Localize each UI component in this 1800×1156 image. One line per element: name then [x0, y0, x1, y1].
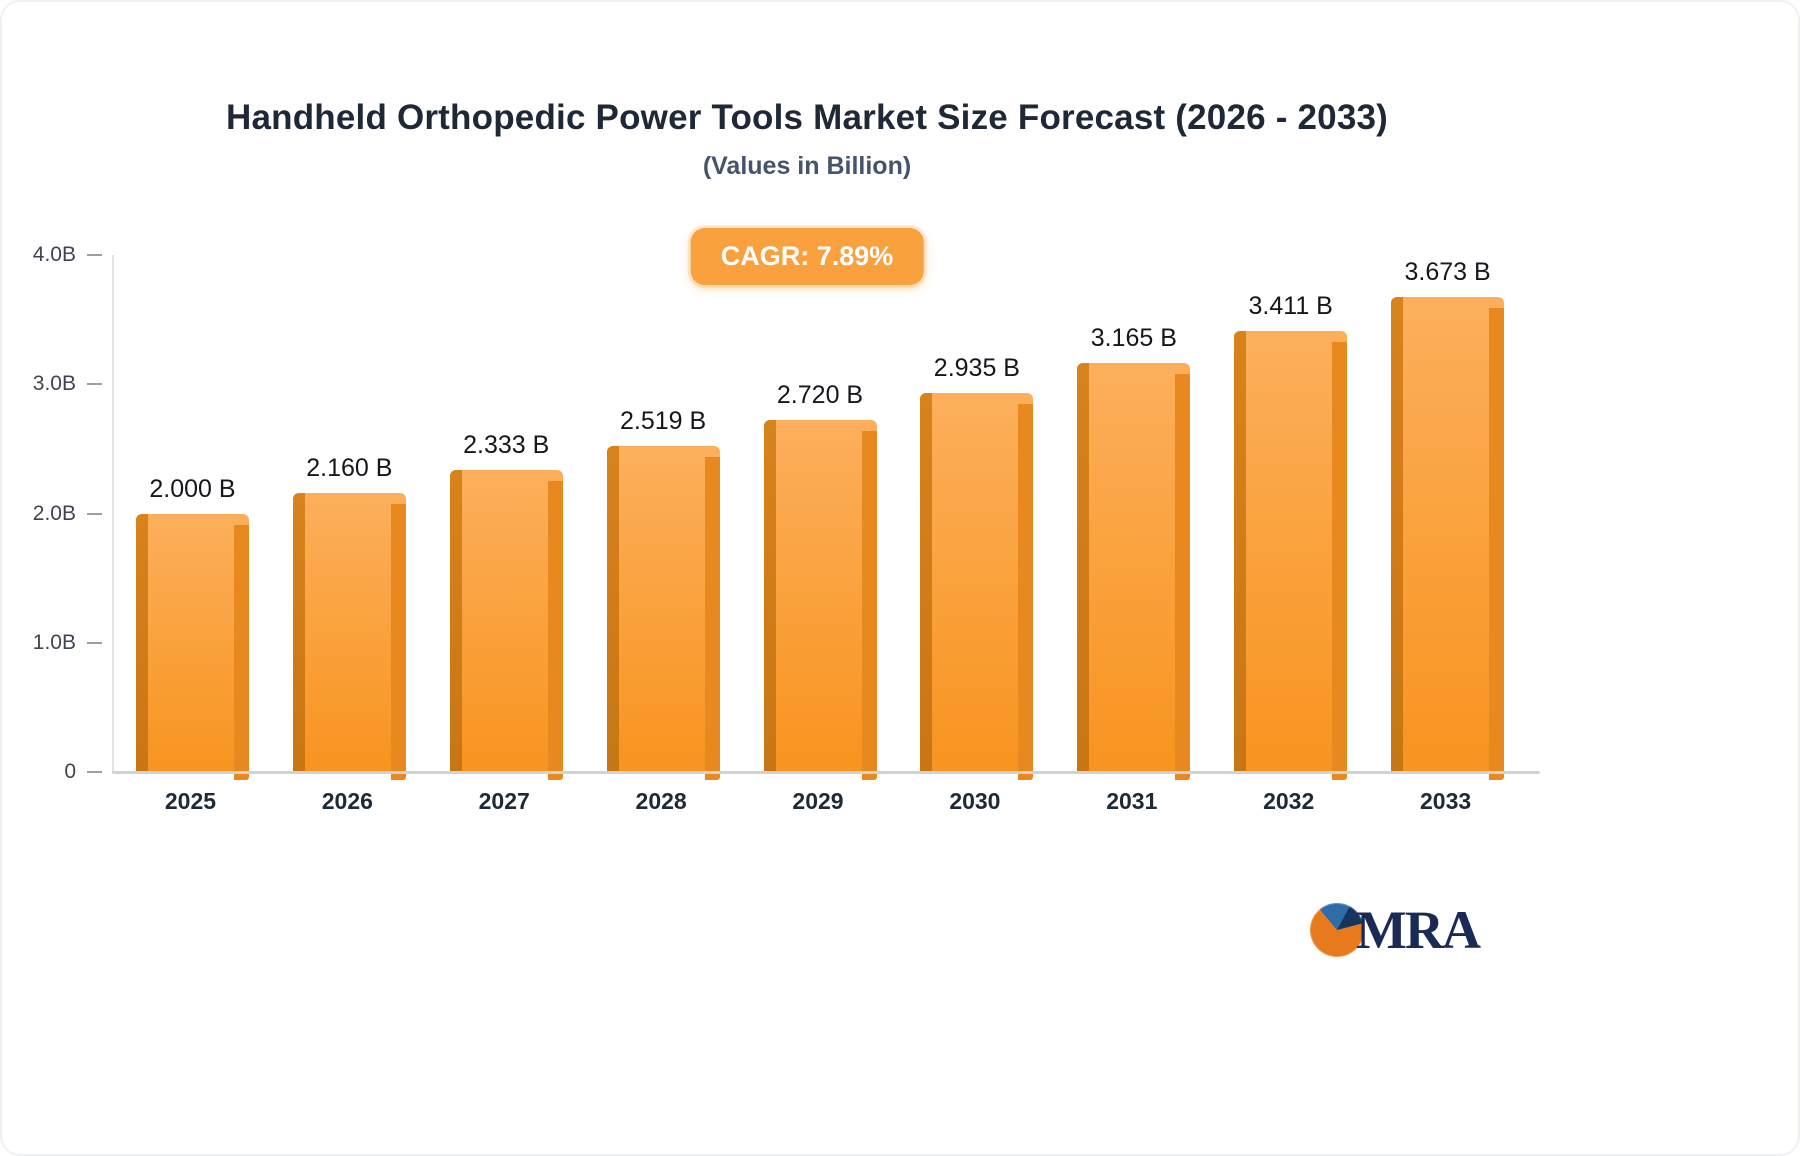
- bar-value-label: 2.160 B: [306, 453, 393, 482]
- chart-title: Handheld Orthopedic Power Tools Market S…: [225, 98, 1389, 137]
- bar: [1391, 297, 1505, 780]
- x-axis-label: 2028: [635, 788, 687, 814]
- bar-column: 2.519 B: [585, 255, 742, 780]
- x-axis-line: [112, 771, 1540, 774]
- bar-column: 2.720 B: [742, 255, 899, 780]
- y-tick-mark: [87, 383, 102, 386]
- bar: [135, 513, 249, 780]
- bars-container: 2.000 B 2.160 B 2.333 B 2.519 B 2.720 B 2.935…: [114, 255, 1526, 781]
- bar: [606, 446, 720, 780]
- y-tick-label: 0: [64, 760, 76, 783]
- bar-value-label: 2.333 B: [463, 431, 550, 460]
- x-axis-label: 2032: [1263, 788, 1315, 814]
- chart-subtitle: (Values in Billion): [702, 152, 912, 180]
- y-tick-label: 4.0B: [32, 243, 76, 266]
- bar-column: 3.165 B: [1055, 255, 1212, 781]
- y-tick-label: 1.0B: [32, 630, 76, 654]
- bar-column: 2.000 B: [114, 255, 271, 780]
- mra-logo: MRA: [1310, 900, 1481, 960]
- bar-value-label: 2.935 B: [933, 353, 1020, 382]
- bar-column: 2.935 B: [898, 255, 1055, 781]
- bar-value-label: 3.411 B: [1248, 292, 1333, 321]
- bar-value-label: 2.000 B: [149, 474, 236, 503]
- bar-column: 3.411 B: [1212, 255, 1369, 780]
- bar-column: 3.673 B: [1369, 255, 1526, 780]
- bar: [763, 420, 877, 780]
- bar: [1234, 331, 1348, 780]
- y-tick-mark: [87, 641, 102, 644]
- cagr-badge: CAGR: 7.89%: [690, 228, 924, 285]
- bar-value-label: 2.720 B: [776, 381, 864, 410]
- bar-value-label: 3.165 B: [1090, 323, 1177, 352]
- x-axis-label: 2031: [1106, 788, 1158, 814]
- mra-logo-text: MRA: [1356, 900, 1481, 960]
- bar: [449, 470, 563, 780]
- bar-value-label: 3.673 B: [1404, 258, 1491, 287]
- y-tick-mark: [87, 254, 102, 256]
- bar: [1077, 362, 1191, 781]
- y-tick-mark: [87, 771, 102, 773]
- x-axis-label: 2026: [321, 788, 373, 814]
- mra-logo-pie-icon: [1310, 903, 1364, 957]
- x-axis-label: 2030: [949, 788, 1001, 814]
- bar-column: 2.333 B: [428, 255, 585, 780]
- y-tick-label: 2.0B: [32, 501, 76, 525]
- x-axis-label: 2029: [792, 788, 844, 814]
- x-axis-label: 2033: [1419, 788, 1472, 814]
- y-tick-mark: [87, 512, 102, 515]
- x-axis-label: 2027: [478, 788, 530, 814]
- bar: [292, 492, 406, 781]
- x-axis-label: 2025: [164, 788, 217, 814]
- y-tick-label: 3.0B: [32, 372, 76, 396]
- bar-value-label: 2.519 B: [620, 407, 707, 436]
- bar: [920, 392, 1034, 781]
- bar-column: 2.160 B: [271, 255, 428, 781]
- x-axis-labels: 2025 2026 2027 2028 2029 2030 2031 2032 2033: [112, 788, 1524, 815]
